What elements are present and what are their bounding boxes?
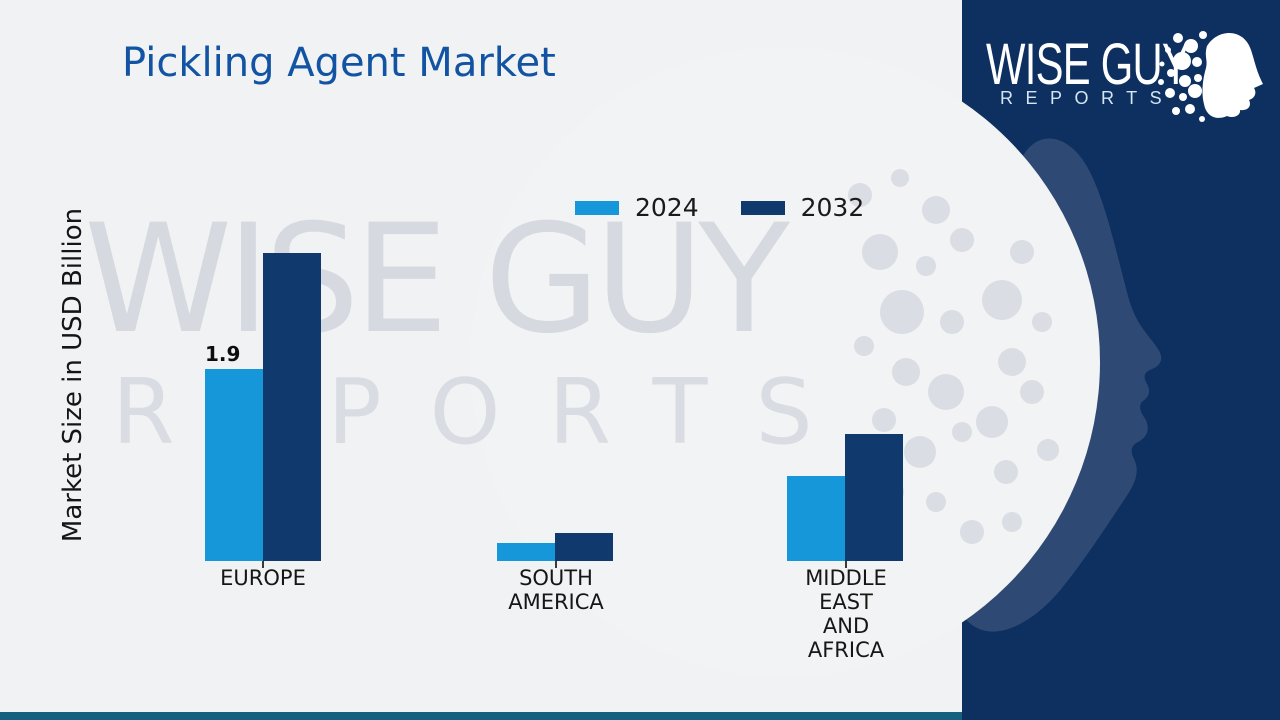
x-tick-south-america (555, 561, 557, 568)
watermark-brand-text: WISE GUY (84, 193, 790, 367)
bar-europe-2024 (205, 369, 263, 561)
bar-group-europe (205, 253, 321, 561)
x-tick-europe (262, 561, 264, 568)
bar-middle-east-africa-2024 (787, 476, 845, 561)
category-label-south-america: SOUTH AMERICA (508, 566, 604, 614)
legend-swatch-2024 (575, 200, 619, 215)
y-axis-label: Market Size in USD Billion (58, 207, 88, 543)
legend-swatch-2032 (740, 200, 785, 215)
legend-label-2032: 2032 (800, 193, 865, 222)
logo-brand-text: WISE GUY (986, 32, 1190, 97)
bar-south-america-2024 (497, 543, 555, 561)
bar-middle-east-africa-2032 (845, 434, 903, 561)
logo-face-icon (1158, 31, 1263, 122)
chart-legend: 2024 2032 (575, 193, 864, 222)
category-label-europe: EUROPE (220, 566, 306, 590)
category-label-middle-east-africa: MIDDLE EAST AND AFRICA (805, 566, 887, 662)
legend-item-2032: 2032 (740, 193, 865, 222)
logo-reports-text: REPORTS (1000, 88, 1175, 108)
x-tick-middle-east-africa (845, 561, 847, 568)
bar-south-america-2032 (555, 533, 613, 561)
legend-label-2024: 2024 (635, 193, 699, 222)
legend-item-2024: 2024 (575, 193, 699, 222)
page-title: Pickling Agent Market (122, 40, 556, 86)
bottom-accent-bar (0, 712, 962, 720)
brain-dots-pattern (848, 169, 1059, 544)
value-label-europe-2024: 1.9 (205, 342, 241, 366)
bar-group-middle-east-africa (787, 434, 903, 561)
bar-europe-2032 (263, 253, 321, 561)
bar-group-south-america (497, 533, 613, 561)
